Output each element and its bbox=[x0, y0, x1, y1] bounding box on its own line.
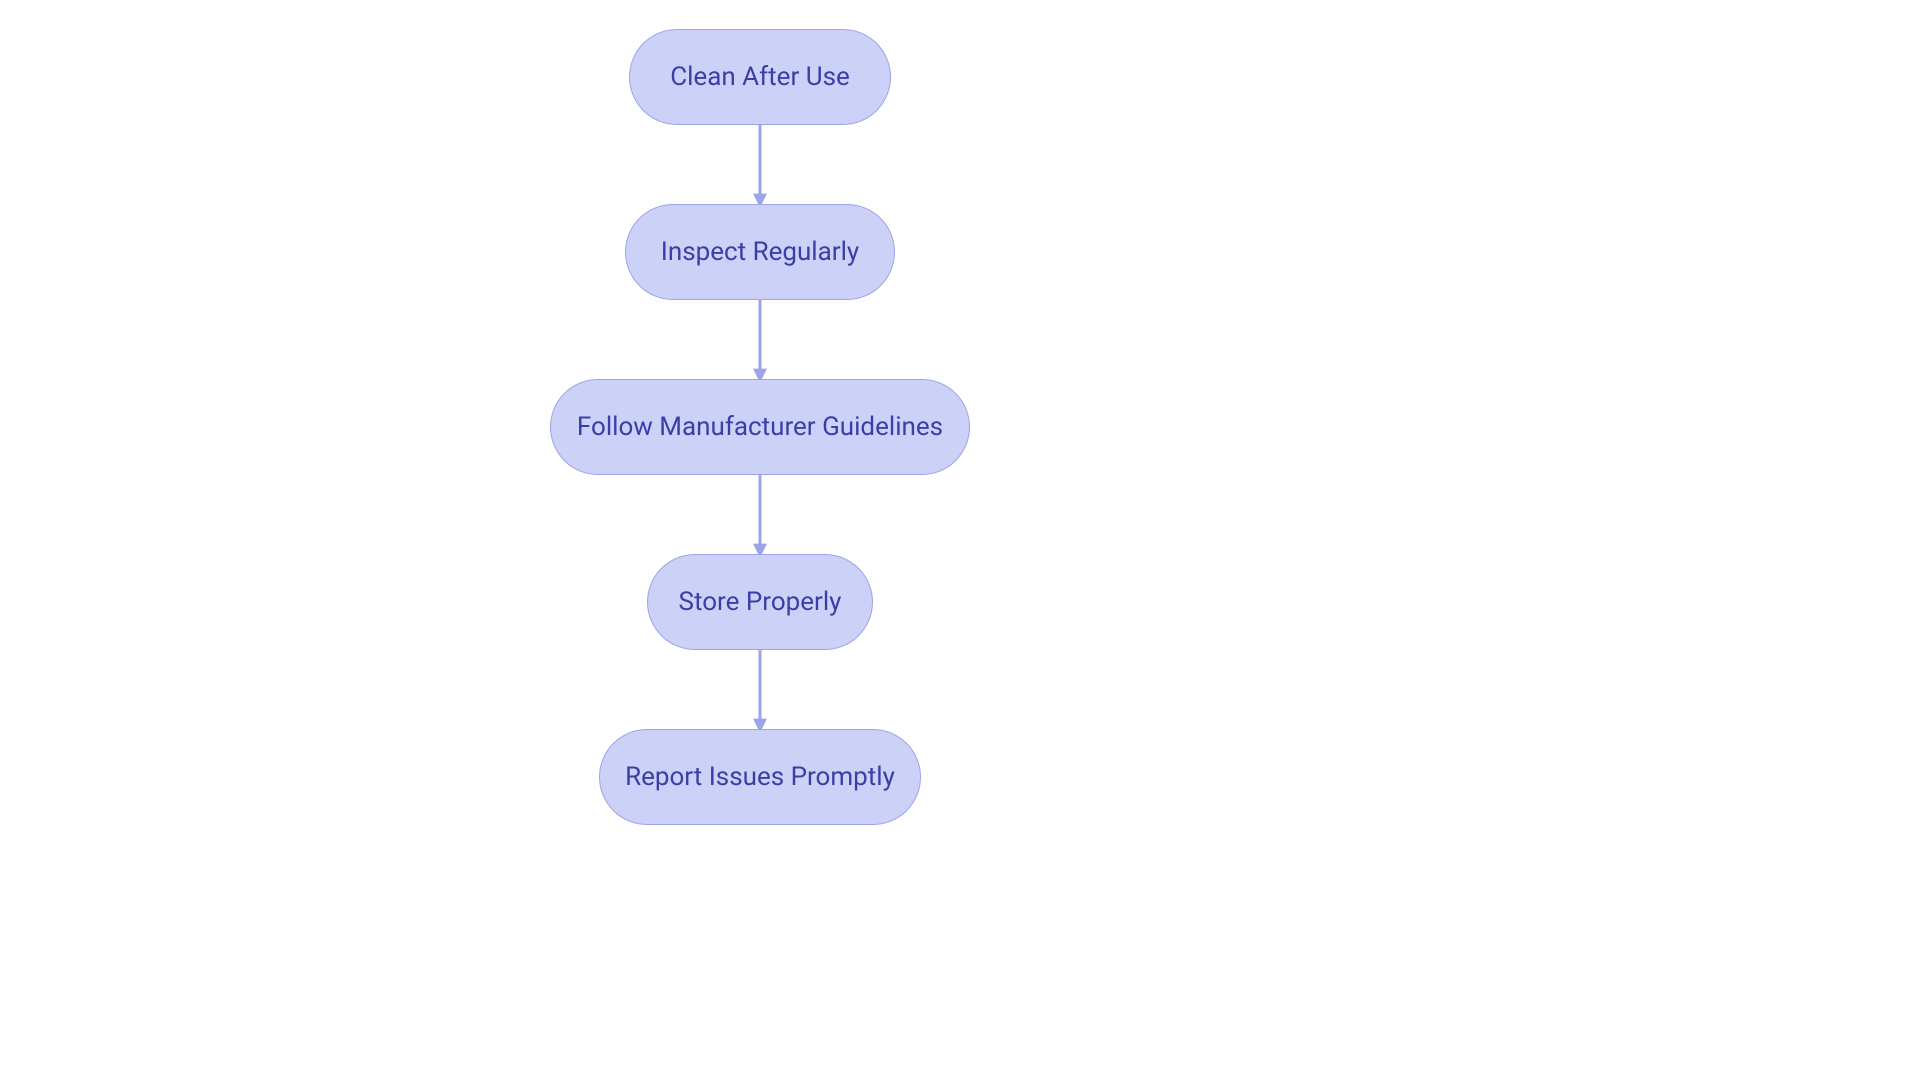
flowchart-node: Inspect Regularly bbox=[625, 204, 895, 300]
flowchart-node: Clean After Use bbox=[629, 29, 891, 125]
flowchart-node-label: Inspect Regularly bbox=[661, 237, 859, 267]
flowchart-node-label: Clean After Use bbox=[670, 62, 850, 92]
flowchart-edges bbox=[0, 0, 1920, 1083]
flowchart-node: Report Issues Promptly bbox=[599, 729, 921, 825]
flowchart-node-label: Store Properly bbox=[679, 587, 842, 617]
flowchart-node-label: Report Issues Promptly bbox=[625, 762, 895, 792]
flowchart-node: Store Properly bbox=[647, 554, 873, 650]
flowchart-canvas: Clean After Use Inspect Regularly Follow M… bbox=[0, 0, 1920, 1083]
flowchart-node: Follow Manufacturer Guidelines bbox=[550, 379, 970, 475]
flowchart-node-label: Follow Manufacturer Guidelines bbox=[577, 412, 943, 442]
